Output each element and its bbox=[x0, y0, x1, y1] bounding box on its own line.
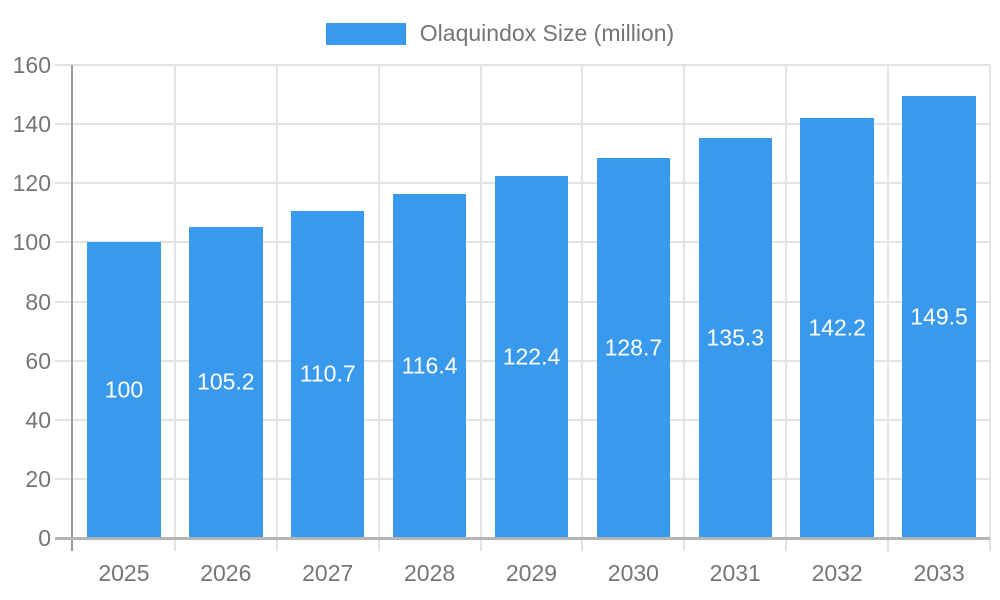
bar-2032[interactable]: 142.2 bbox=[800, 117, 874, 538]
y-tick bbox=[55, 359, 73, 362]
bar-2028[interactable]: 116.4 bbox=[392, 193, 467, 538]
bar-value-label: 149.5 bbox=[910, 303, 968, 330]
y-axis-label: 140 bbox=[12, 111, 51, 138]
x-gridline bbox=[683, 65, 686, 538]
x-axis-line bbox=[55, 537, 990, 540]
bar-2026[interactable]: 105.2 bbox=[189, 227, 263, 538]
y-tick bbox=[55, 418, 73, 421]
bar-value-label: 116.4 bbox=[401, 352, 458, 379]
x-axis-label: 2030 bbox=[607, 560, 659, 586]
plot-area: 0 20 40 60 80 100 120 140 160 100 2025 105.2 2026 110… bbox=[13, 52, 991, 586]
bar-2029[interactable]: 122.4 bbox=[494, 176, 569, 538]
bar-value-label: 100 bbox=[104, 376, 144, 403]
x-gridline bbox=[785, 65, 788, 538]
bar-value-label: 142.2 bbox=[808, 314, 866, 341]
x-tick bbox=[887, 538, 890, 551]
bar-value-label: 105.2 bbox=[197, 368, 255, 395]
y-gridline bbox=[73, 123, 990, 126]
x-axis-label: 2026 bbox=[200, 560, 252, 586]
x-gridline bbox=[989, 65, 991, 538]
x-gridline bbox=[173, 65, 176, 538]
y-axis-label: 60 bbox=[25, 347, 51, 374]
x-tick bbox=[683, 538, 686, 551]
x-tick bbox=[785, 538, 788, 551]
y-axis-label: 160 bbox=[12, 52, 51, 78]
x-tick bbox=[581, 538, 584, 551]
bar-value-label: 128.7 bbox=[604, 334, 663, 361]
y-axis-label: 120 bbox=[12, 170, 51, 197]
y-axis-label: 100 bbox=[12, 229, 51, 256]
legend[interactable]: Olaquindox Size (million) bbox=[0, 20, 1000, 47]
y-tick bbox=[55, 64, 73, 66]
x-axis-label: 2025 bbox=[98, 560, 150, 586]
x-axis-label: 2028 bbox=[404, 560, 456, 586]
x-axis-label: 2033 bbox=[913, 560, 965, 586]
x-gridline bbox=[581, 65, 584, 538]
bar-2033[interactable]: 149.5 bbox=[902, 96, 976, 538]
legend-label: Olaquindox Size (million) bbox=[419, 20, 675, 46]
x-tick bbox=[989, 538, 991, 551]
y-tick bbox=[55, 123, 73, 126]
y-axis-label: 40 bbox=[25, 406, 51, 433]
x-gridline bbox=[377, 65, 380, 538]
y-tick bbox=[55, 300, 73, 303]
x-tick bbox=[377, 538, 380, 551]
x-tick bbox=[275, 538, 278, 551]
x-axis-label: 2031 bbox=[709, 560, 761, 586]
x-tick bbox=[173, 538, 176, 551]
x-gridline bbox=[887, 65, 890, 538]
y-axis-line bbox=[71, 65, 73, 551]
bar-2030[interactable]: 128.7 bbox=[596, 157, 671, 538]
x-gridline bbox=[479, 65, 482, 538]
x-axis-label: 2029 bbox=[505, 560, 558, 586]
y-axis-label: 20 bbox=[25, 465, 51, 492]
y-axis-label: 0 bbox=[38, 525, 51, 551]
y-tick bbox=[55, 477, 73, 480]
x-tick bbox=[479, 538, 482, 551]
y-tick bbox=[55, 241, 73, 244]
x-gridline bbox=[275, 65, 278, 538]
y-axis-label: 80 bbox=[25, 288, 51, 315]
bar-value-label: 135.3 bbox=[706, 324, 765, 351]
x-axis-label: 2032 bbox=[811, 560, 863, 586]
bar-value-label: 110.7 bbox=[299, 360, 356, 387]
bar-value-label: 122.4 bbox=[502, 343, 561, 370]
x-axis-label: 2027 bbox=[302, 560, 354, 586]
bar-2027[interactable]: 110.7 bbox=[291, 210, 365, 538]
legend-swatch bbox=[325, 22, 406, 45]
bar-2031[interactable]: 135.3 bbox=[698, 138, 772, 538]
bar-2025[interactable]: 100 bbox=[87, 242, 161, 538]
y-tick bbox=[55, 182, 73, 185]
y-gridline bbox=[73, 64, 990, 66]
